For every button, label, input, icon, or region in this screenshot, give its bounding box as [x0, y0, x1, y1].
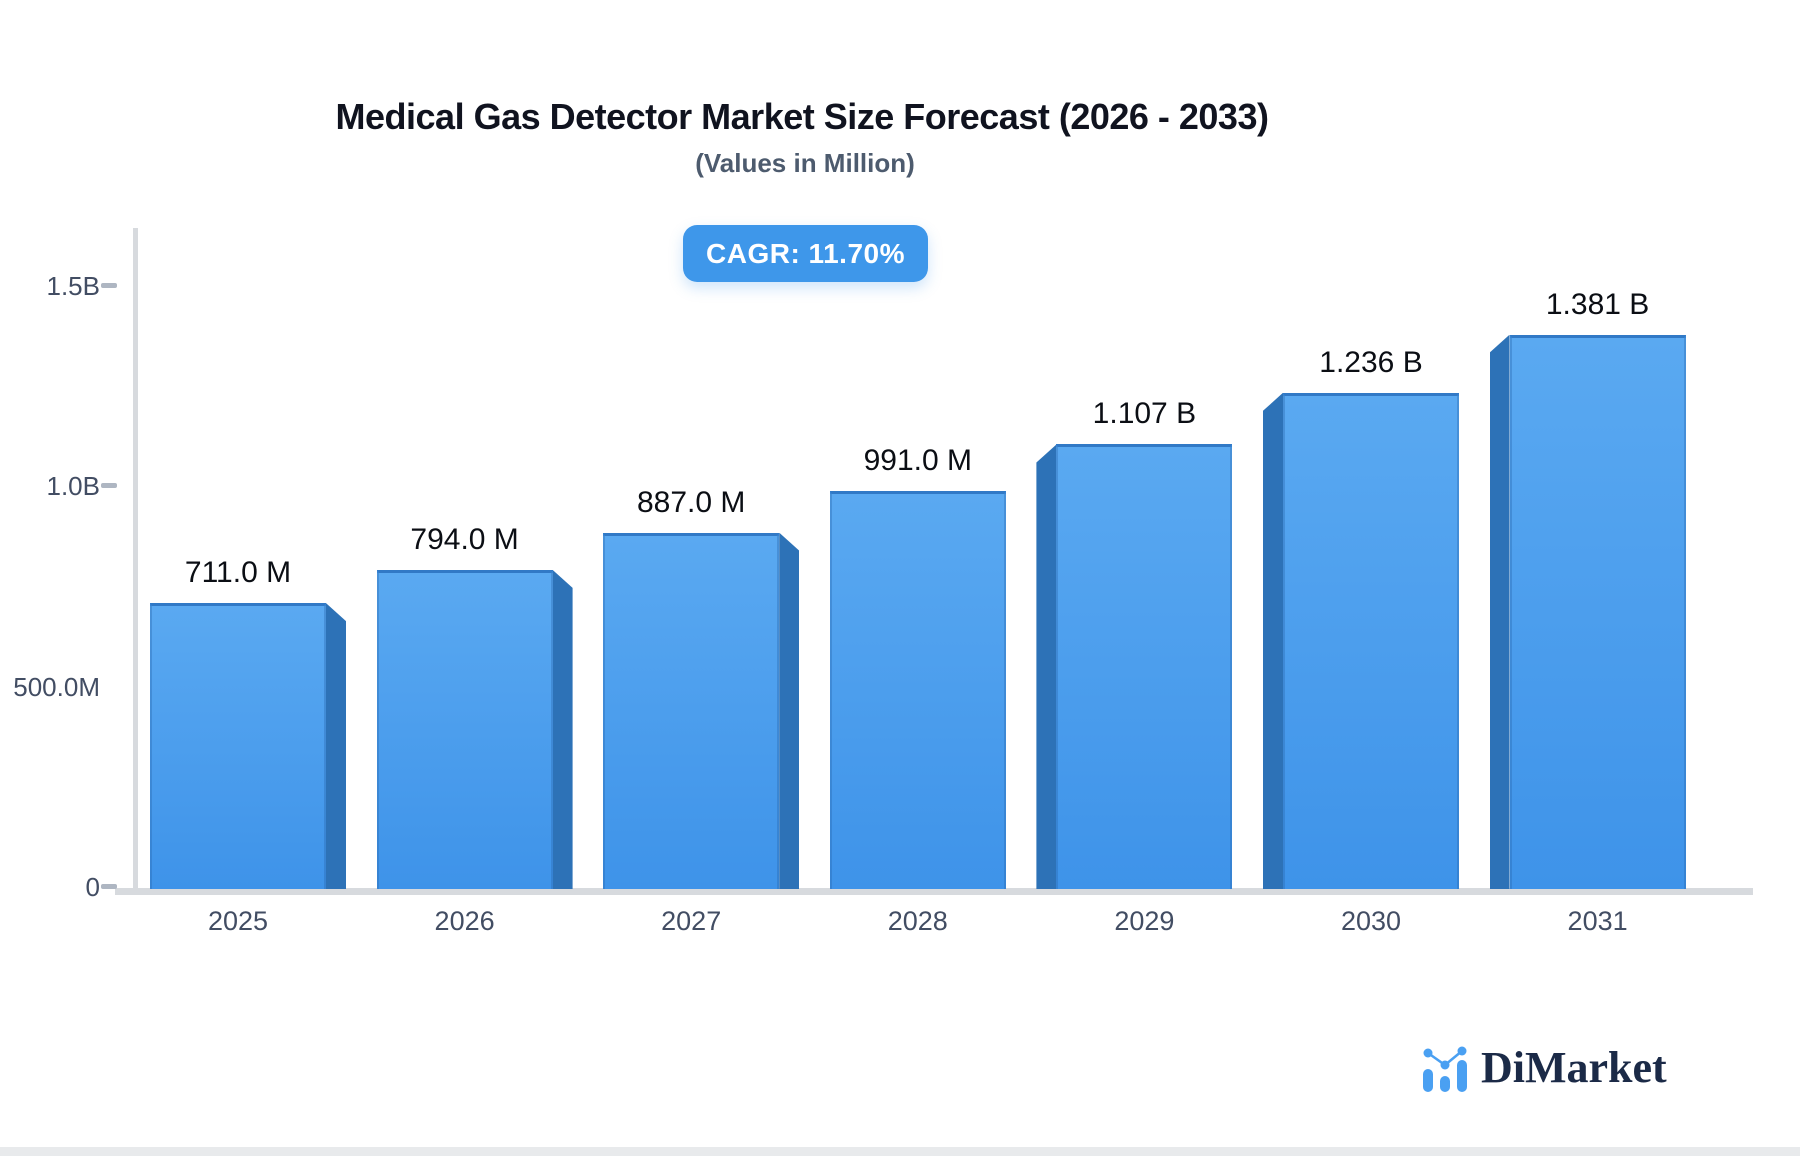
bar-2026	[376, 569, 553, 889]
y-tick-label-0: 0	[85, 872, 100, 902]
bar-2030	[1283, 392, 1459, 889]
bar-value-label-2031: 1.381 B	[1545, 287, 1650, 321]
mini-bar-chart-icon	[1423, 1046, 1467, 1092]
x-axis-label-2025: 2025	[207, 906, 269, 936]
y-tick-dash-0	[101, 884, 117, 889]
bar-value-label-2029: 1.107 B	[1092, 397, 1197, 431]
bar-value-label-2027: 887.0 M	[636, 485, 746, 519]
x-axis-label-2031: 2031	[1567, 906, 1628, 936]
logo-text: DiMarket	[1481, 1043, 1667, 1092]
bar-value-label-2028: 991.0 M	[863, 443, 972, 477]
cagr-badge-label: CAGR: 11.70%	[706, 237, 905, 269]
y-tick-label-500.0M: 500.0M	[13, 671, 100, 702]
y-axis-line	[133, 228, 138, 895]
x-axis-label-2029: 2029	[1114, 906, 1175, 936]
x-axis-label-2026: 2026	[434, 906, 495, 936]
y-tick-label-1.0B: 1.0B	[46, 471, 101, 502]
bar-side-face-2027	[779, 532, 800, 889]
x-axis-label-2028: 2028	[887, 906, 948, 936]
bar-side-face-2025	[326, 603, 346, 889]
bar-2025	[150, 603, 326, 889]
bar-value-label-2026: 794.0 M	[410, 522, 519, 556]
bar-side-face-2029	[1036, 444, 1057, 889]
bar-side-face-2026	[552, 569, 573, 889]
bar-2031	[1509, 334, 1686, 889]
dimarket-logo: DiMarket	[1421, 1042, 1667, 1094]
chart-title: Medical Gas Detector Market Size Forecas…	[335, 96, 1269, 137]
x-axis-label-2027: 2027	[661, 906, 722, 936]
x-axis-baseline	[115, 888, 1753, 895]
bar-2028	[829, 490, 1006, 889]
bar-2029	[1056, 444, 1233, 889]
y-tick-label-1.5B: 1.5B	[46, 271, 101, 301]
bar-side-face-2030	[1263, 392, 1283, 889]
y-tick-dash-1.5B	[101, 283, 117, 288]
cagr-badge: CAGR: 11.70%	[683, 225, 928, 282]
bar-side-face-2031	[1489, 334, 1510, 889]
bar-value-label-2025: 711.0 M	[184, 556, 292, 590]
chart-subtitle: (Values in Million)	[695, 148, 915, 178]
x-axis-label-2030: 2030	[1340, 906, 1402, 936]
bar-2027	[603, 532, 780, 889]
bottom-page-strip	[0, 1147, 1800, 1156]
bar-value-label-2030: 1.236 B	[1319, 345, 1423, 379]
y-tick-dash-1.0B	[101, 483, 117, 489]
